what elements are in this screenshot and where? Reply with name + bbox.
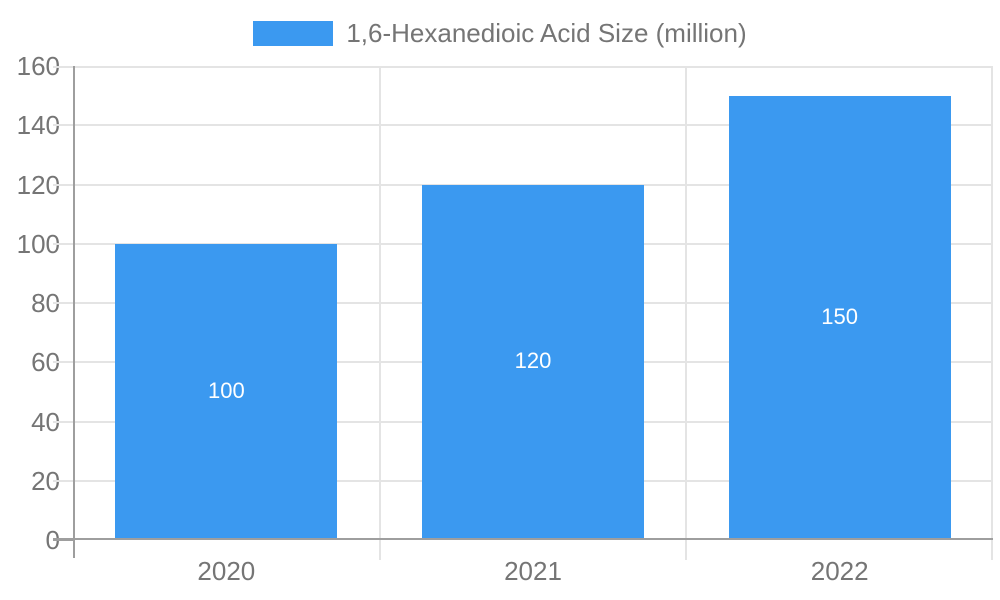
y-tick-mark xyxy=(53,420,73,423)
y-axis-tick-label: 80 xyxy=(31,288,60,318)
x-tick-mark xyxy=(378,540,381,560)
v-gridline xyxy=(991,66,993,540)
bar-value-label: 150 xyxy=(821,303,859,329)
y-tick-mark xyxy=(53,242,73,245)
bar-value-label: 120 xyxy=(514,348,552,374)
y-axis-tick-label: 20 xyxy=(31,465,60,496)
y-axis-tick-label: 40 xyxy=(31,406,60,437)
chart-legend: 1,6-Hexanedioic Acid Size (million) xyxy=(0,18,1000,49)
x-axis-tick-label: 2020 xyxy=(197,556,256,586)
h-gridline xyxy=(73,66,993,68)
y-axis-line xyxy=(73,66,75,558)
x-tick-mark xyxy=(685,540,688,560)
y-tick-mark xyxy=(53,183,73,186)
y-axis-tick-label: 100 xyxy=(16,228,60,259)
y-tick-mark xyxy=(53,539,73,541)
y-axis-labels: 0 20 40 60 80 100 120 140 160 xyxy=(0,51,60,555)
bar: 100 xyxy=(115,243,338,538)
y-tick-mark xyxy=(53,479,73,482)
x-tick-mark xyxy=(991,540,993,560)
y-axis-tick-label: 160 xyxy=(16,51,60,81)
plot-area: 100 120 150 xyxy=(53,66,993,560)
h-gridline xyxy=(73,124,993,127)
legend-label: 1,6-Hexanedioic Acid Size (million) xyxy=(346,18,747,48)
y-tick-mark xyxy=(53,302,73,304)
x-axis-tick-label: 2021 xyxy=(504,556,562,586)
y-axis-tick-label: 120 xyxy=(16,169,60,200)
x-axis-line xyxy=(53,538,993,540)
y-tick-mark xyxy=(53,66,73,68)
bar: 120 xyxy=(422,184,644,538)
x-axis-tick-label: 2022 xyxy=(810,556,869,586)
y-tick-mark xyxy=(53,361,73,364)
y-axis-tick-label: 140 xyxy=(16,110,60,141)
bar-value-label: 100 xyxy=(207,377,245,403)
v-gridline xyxy=(685,66,688,540)
y-axis-tick-label: 60 xyxy=(31,347,60,378)
bar: 150 xyxy=(728,95,951,538)
y-tick-mark xyxy=(53,124,73,127)
v-gridline xyxy=(378,66,381,540)
legend-swatch xyxy=(253,21,334,46)
x-axis-labels: 2020 2021 2022 xyxy=(73,540,993,600)
y-axis-tick-label: 0 xyxy=(0,525,60,555)
